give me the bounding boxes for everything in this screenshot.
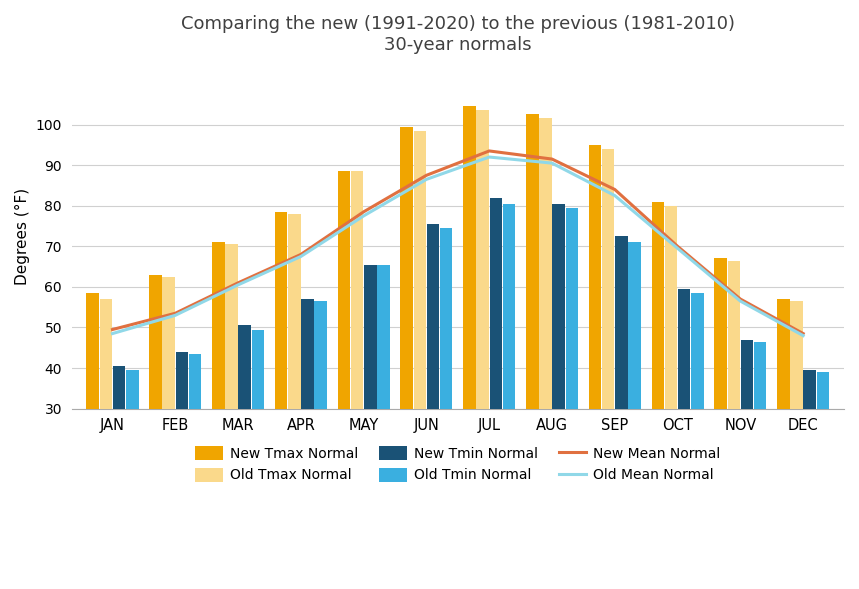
Bar	[377, 264, 390, 531]
Bar	[715, 259, 727, 531]
Bar	[503, 204, 515, 531]
Legend: New Tmax Normal, Old Tmax Normal, New Tmin Normal, Old Tmin Normal, New Mean Nor: New Tmax Normal, Old Tmax Normal, New Tm…	[190, 441, 726, 488]
Bar	[149, 274, 161, 531]
Bar	[338, 171, 350, 531]
Bar	[588, 145, 601, 531]
Bar	[539, 118, 551, 531]
Bar	[212, 242, 224, 531]
Bar	[189, 354, 201, 531]
Bar	[87, 293, 99, 531]
Bar	[490, 198, 503, 531]
Bar	[526, 114, 539, 531]
Bar	[440, 228, 453, 531]
Bar	[565, 208, 578, 531]
Bar	[302, 299, 314, 531]
Bar	[602, 149, 614, 531]
Bar	[665, 206, 677, 531]
Title: Comparing the new (1991-2020) to the previous (1981-2010)
30-year normals: Comparing the new (1991-2020) to the pre…	[181, 15, 734, 54]
Bar	[728, 260, 740, 531]
Bar	[777, 299, 789, 531]
Bar	[100, 299, 113, 531]
Bar	[615, 236, 628, 531]
Bar	[691, 293, 704, 531]
Bar	[364, 264, 376, 531]
Bar	[463, 106, 476, 531]
Bar	[477, 110, 489, 531]
Bar	[552, 204, 565, 531]
Bar	[740, 340, 753, 531]
Bar	[754, 342, 766, 531]
Bar	[628, 242, 641, 531]
Bar	[678, 289, 691, 531]
Bar	[427, 224, 439, 531]
Bar	[803, 370, 816, 531]
Bar	[651, 201, 664, 531]
Bar	[790, 301, 803, 531]
Bar	[288, 214, 301, 531]
Y-axis label: Degrees (°F): Degrees (°F)	[15, 188, 30, 284]
Bar	[252, 329, 264, 531]
Bar	[275, 212, 288, 531]
Bar	[817, 372, 829, 531]
Bar	[314, 301, 327, 531]
Bar	[350, 171, 363, 531]
Bar	[162, 277, 175, 531]
Bar	[400, 127, 413, 531]
Bar	[239, 326, 251, 531]
Bar	[126, 370, 138, 531]
Bar	[113, 366, 125, 531]
Bar	[175, 352, 188, 531]
Bar	[413, 131, 426, 531]
Bar	[225, 244, 238, 531]
